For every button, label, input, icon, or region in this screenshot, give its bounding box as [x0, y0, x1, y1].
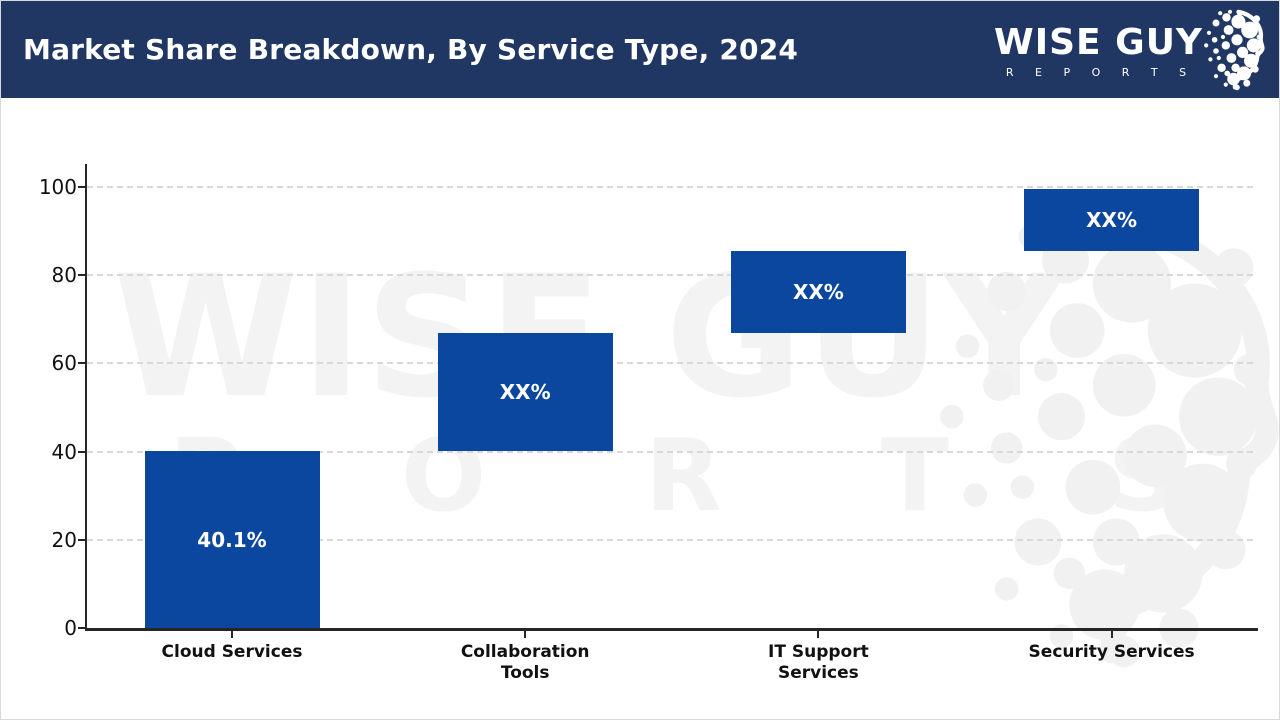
x-tick-mark-2 — [524, 630, 527, 638]
header-bar: Market Share Breakdown, By Service Type,… — [1, 1, 1279, 98]
y-tick-label-60: 60 — [51, 351, 77, 376]
y-tick-mark-0 — [78, 627, 86, 629]
x-tick-label-line: Collaboration — [460, 642, 590, 662]
x-tick-label-4: Security Services — [997, 642, 1227, 663]
brand-logo: WISE GUY R E P O R T S — [994, 9, 1267, 93]
y-tick-mark-40 — [78, 450, 86, 453]
x-tick-label-1: Cloud Services — [117, 642, 347, 663]
y-tick-label-20: 20 — [51, 527, 77, 552]
y-tick-label-100: 100 — [38, 175, 77, 199]
x-tick-label-line: Security Services — [1028, 642, 1195, 662]
y-tick-mark-60 — [78, 362, 86, 365]
x-tick-mark-1 — [231, 630, 233, 638]
brand-text: WISE GUY R E P O R T S — [993, 21, 1203, 79]
bar-1: 40.1% — [144, 451, 320, 628]
x-tick-label-line: Cloud Services — [161, 642, 303, 662]
page-title: Market Share Breakdown, By Service Type,… — [23, 33, 799, 66]
y-tick-mark-100 — [78, 186, 86, 188]
gridline-100 — [87, 186, 1256, 188]
brand-name: WISE GUY — [993, 21, 1203, 63]
y-tick-label-0: 0 — [64, 616, 77, 640]
y-tick-label-40: 40 — [51, 439, 77, 464]
y-tick-label-80: 80 — [51, 263, 77, 288]
x-axis-spine — [85, 628, 1258, 631]
x-tick-label-line: Services — [777, 663, 859, 683]
y-tick-mark-20 — [78, 538, 86, 541]
gridline-80 — [87, 274, 1256, 277]
gridline-20 — [87, 538, 1256, 541]
bar-4: XX% — [1024, 188, 1200, 251]
x-tick-label-2: Collaboration Tools — [410, 642, 640, 684]
x-tick-mark-3 — [817, 630, 820, 638]
bar-3: XX% — [730, 250, 906, 333]
y-axis-spine — [85, 164, 87, 631]
x-tick-label-3: IT Support Services — [703, 642, 933, 684]
bar-label-2: XX% — [499, 380, 551, 405]
brand-subtitle: R E P O R T S — [1005, 65, 1196, 79]
bar-2: XX% — [437, 332, 613, 452]
x-tick-mark-4 — [1110, 630, 1113, 638]
bar-label-1: 40.1% — [197, 527, 267, 552]
dot-head-logo-icon — [1193, 9, 1267, 93]
gridline-60 — [87, 362, 1256, 365]
gridline-40 — [87, 450, 1256, 453]
x-tick-label-line: Tools — [500, 663, 550, 683]
bar-label-3: XX% — [792, 279, 844, 304]
x-tick-label-line: IT Support — [768, 642, 869, 662]
y-tick-mark-80 — [78, 274, 86, 277]
bar-label-4: XX% — [1086, 207, 1138, 232]
